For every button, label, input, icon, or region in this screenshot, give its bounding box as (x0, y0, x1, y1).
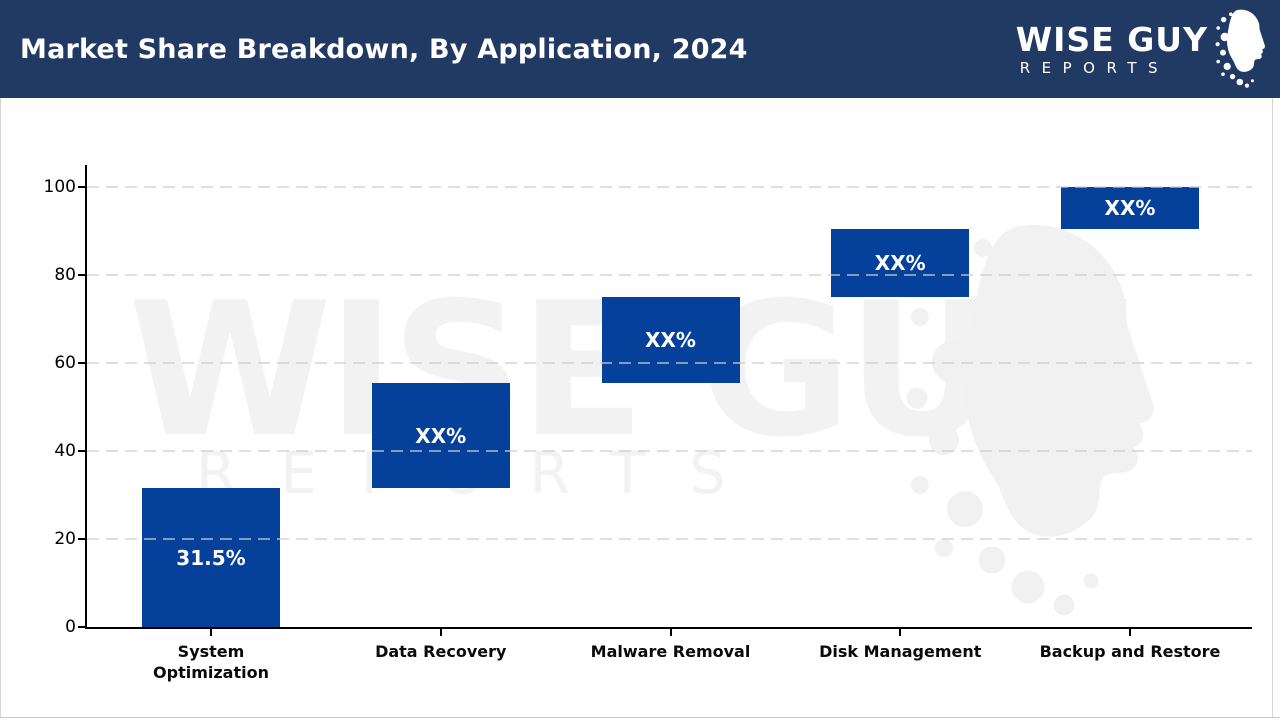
logo-subtitle: REPORTS (1019, 58, 1170, 77)
bar-segment (1061, 187, 1199, 229)
y-tick-label: 80 (54, 265, 76, 285)
bar-value-label: XX% (415, 423, 467, 448)
bar-segment (371, 382, 510, 489)
gridline (87, 538, 1252, 540)
gridline (87, 186, 1252, 188)
x-tick-mark (210, 629, 212, 636)
x-axis-category-label: Disk Management (805, 641, 995, 662)
y-axis-line (85, 165, 87, 629)
x-axis-category-label-line: Malware Removal (590, 642, 751, 661)
x-axis-category-label: Data Recovery (346, 641, 536, 662)
y-tick-label: 40 (54, 441, 76, 461)
y-tick-mark (78, 626, 85, 628)
bar-value-label: XX% (874, 250, 926, 275)
x-axis-category-label-line: Backup and Restore (1039, 642, 1221, 661)
gridline (87, 450, 1252, 452)
x-axis-category-label: Backup and Restore (1035, 641, 1225, 662)
bar-value-label: XX% (1104, 195, 1156, 220)
page-title: Market Share Breakdown, By Application, … (20, 33, 748, 65)
y-tick-mark (78, 538, 85, 540)
page-edge-left (0, 98, 1, 717)
bar-segment (601, 297, 740, 383)
y-tick-label: 100 (43, 177, 76, 197)
x-tick-mark (439, 629, 442, 636)
x-axis-category-label-line: Data Recovery (375, 642, 507, 661)
y-tick-mark (78, 450, 85, 452)
x-tick-mark (669, 629, 672, 636)
y-tick-label: 60 (54, 353, 76, 373)
y-tick-label: 20 (54, 529, 76, 549)
y-tick-mark (78, 362, 85, 364)
y-tick-mark (78, 274, 85, 276)
x-axis-category-label: Malware Removal (576, 641, 766, 662)
gridline (87, 362, 1252, 364)
bar-segment (142, 488, 280, 627)
page-edge-bottom (0, 717, 1280, 718)
logo-wordmark: WISE GUY (1015, 19, 1208, 59)
x-axis-line (85, 627, 1252, 629)
x-axis-category-label-line: Optimization (153, 663, 269, 682)
gridline (87, 274, 1252, 276)
x-tick-mark (899, 629, 902, 636)
brand-logo-text: WISE GUY REPORTS (1016, 23, 1208, 76)
y-tick-mark (78, 186, 85, 188)
page-edge-right (1272, 98, 1273, 717)
bar-value-label: XX% (645, 327, 696, 352)
x-axis-category-label: System Optimization (116, 641, 306, 683)
x-axis-category-label-line: Disk Management (819, 642, 982, 661)
header: Market Share Breakdown, By Application, … (0, 0, 1280, 98)
bar-segment (831, 228, 970, 297)
x-tick-mark (1129, 629, 1131, 636)
x-axis-category-label-line: System (177, 642, 245, 661)
brand-logo: WISE GUY REPORTS (1016, 5, 1272, 93)
y-tick-label: 0 (65, 617, 76, 637)
bar-value-label: 31.5% (176, 545, 246, 570)
